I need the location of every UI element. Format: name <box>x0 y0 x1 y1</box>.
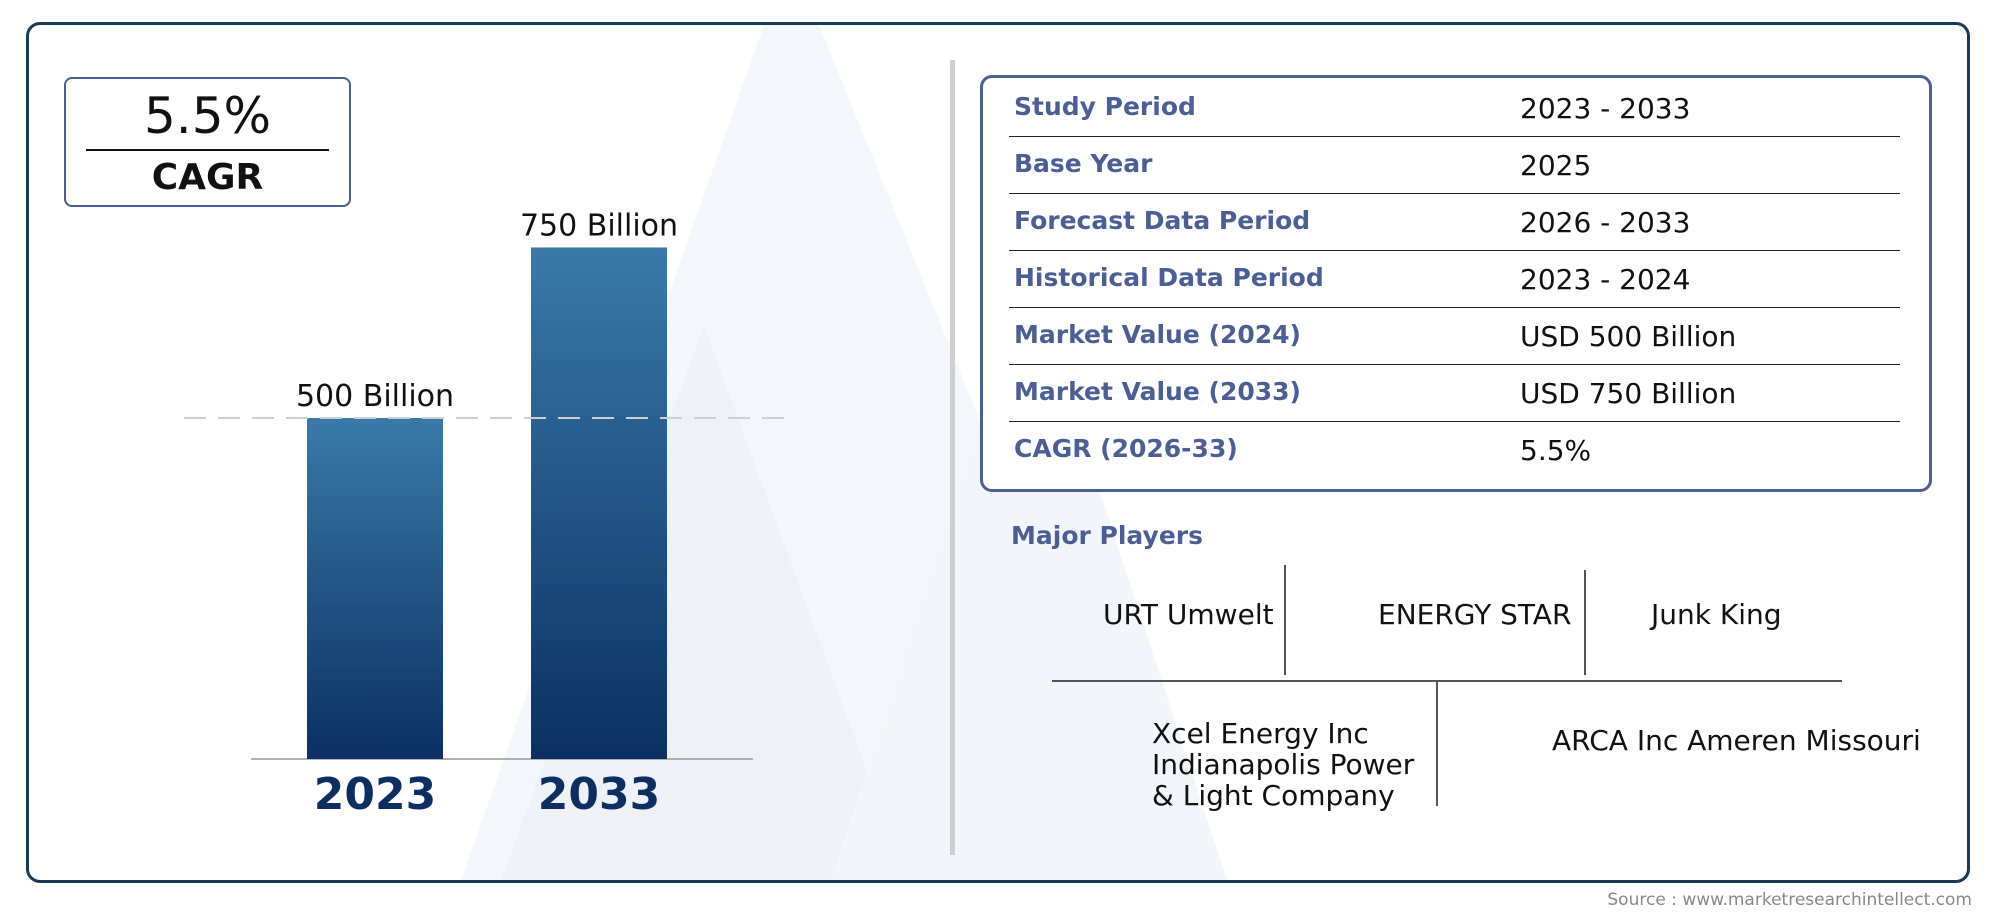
cagr-value: 5.5% <box>143 87 272 145</box>
info-value: USD 750 Billion <box>1520 377 1737 410</box>
market-info-table: Study Period 2023 - 2033 Base Year 2025 … <box>980 75 1932 492</box>
info-row-market-value-2033: Market Value (2033) USD 750 Billion <box>1009 365 1900 422</box>
bar-2033 <box>531 247 667 759</box>
players-row-divider <box>1052 680 1842 682</box>
info-row-study-period: Study Period 2023 - 2033 <box>1009 80 1900 137</box>
source-credit: Source : www.marketresearchintellect.com <box>1607 890 1972 910</box>
market-bar-chart: 500 Billion 2023 750 Billion 2033 <box>184 208 793 820</box>
info-row-cagr: CAGR (2026-33) 5.5% <box>1009 422 1900 479</box>
bar-value-label: 500 Billion <box>296 379 454 414</box>
info-label: Base Year <box>1014 149 1153 178</box>
info-label: Historical Data Period <box>1014 263 1324 292</box>
info-value: 2023 - 2033 <box>1520 92 1691 125</box>
bar-value-label: 750 Billion <box>520 208 678 243</box>
cagr-label: CAGR <box>151 157 264 198</box>
infographic-frame: 5.5% CAGR 500 Billion 2023 750 Billion 2033… <box>26 22 1970 883</box>
info-value: 5.5% <box>1520 434 1592 467</box>
cagr-divider <box>86 149 329 151</box>
info-value: 2025 <box>1520 149 1592 182</box>
info-row-market-value-2024: Market Value (2024) USD 500 Billion <box>1009 308 1900 365</box>
player-name: URT Umwelt <box>1103 598 1274 631</box>
player-name: Junk King <box>1651 598 1782 631</box>
player-name: ARCA Inc Ameren Missouri <box>1552 724 1921 757</box>
info-label: Market Value (2033) <box>1014 377 1301 406</box>
info-value: 2026 - 2033 <box>1520 206 1691 239</box>
x-tick-label: 2033 <box>538 769 660 820</box>
player-separator <box>1284 565 1286 675</box>
cagr-badge: 5.5% CAGR <box>64 77 351 207</box>
major-players-title: Major Players <box>1011 521 1203 550</box>
info-row-forecast-period: Forecast Data Period 2026 - 2033 <box>1009 194 1900 251</box>
bar-2023 <box>307 417 443 759</box>
player-name: ENERGY STAR <box>1378 598 1572 631</box>
player-separator <box>1436 681 1438 806</box>
x-tick-label: 2023 <box>314 769 436 820</box>
info-label: Market Value (2024) <box>1014 320 1301 349</box>
info-row-base-year: Base Year 2025 <box>1009 137 1900 194</box>
info-value: USD 500 Billion <box>1520 320 1737 353</box>
info-value: 2023 - 2024 <box>1520 263 1691 296</box>
info-row-historical-period: Historical Data Period 2023 - 2024 <box>1009 251 1900 308</box>
player-separator <box>1584 570 1586 675</box>
info-label: Study Period <box>1014 92 1196 121</box>
info-label: Forecast Data Period <box>1014 206 1311 235</box>
info-label: CAGR (2026-33) <box>1014 434 1238 463</box>
section-divider <box>950 60 955 855</box>
player-name: Xcel Energy Inc Indianapolis Power & Lig… <box>1152 717 1415 812</box>
